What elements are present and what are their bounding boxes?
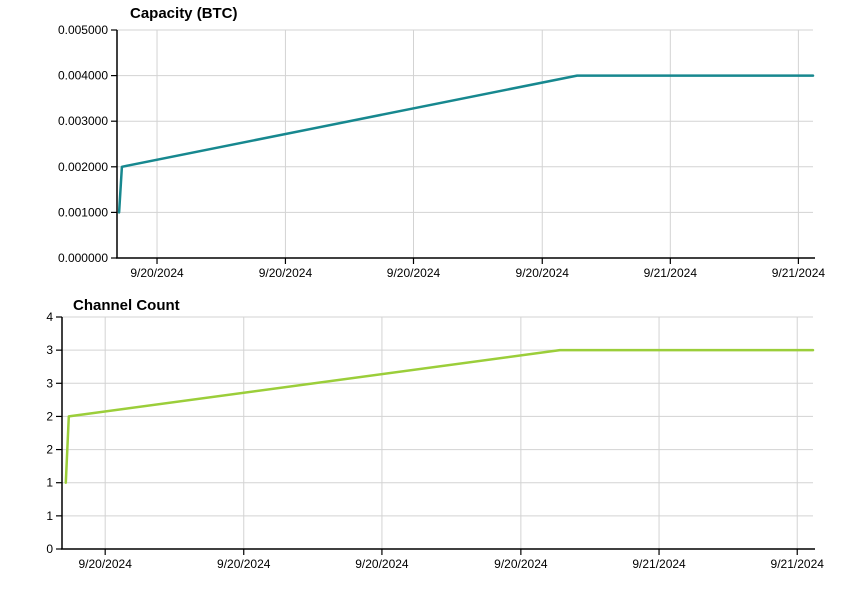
y-axis-label: 2 bbox=[46, 409, 53, 423]
capacity-chart: 0.005000 0.004000 0.003000 0.002000 0.001000… bbox=[58, 23, 825, 280]
y-axis-label: 0.005000 bbox=[58, 23, 108, 37]
x-axis-label: 9/20/2024 bbox=[494, 557, 548, 571]
x-axis-label: 9/20/2024 bbox=[387, 266, 441, 280]
x-axis-label: 9/20/2024 bbox=[355, 557, 409, 571]
y-axis-label: 0.002000 bbox=[58, 160, 108, 174]
y-axis-label: 3 bbox=[46, 343, 53, 357]
x-axis-label: 9/20/2024 bbox=[78, 557, 132, 571]
y-axis-label: 0.004000 bbox=[58, 69, 108, 83]
y-axis-label: 1 bbox=[46, 509, 53, 523]
channel-count-chart: 4 3 3 2 2 1 1 0 9/20/2024 9/20/2024 9/20/2024 9/20/… bbox=[46, 310, 824, 571]
y-axis-label: 2 bbox=[46, 443, 53, 457]
y-axis-label: 0.000000 bbox=[58, 251, 108, 265]
channel-count-line-series bbox=[64, 348, 815, 484]
capacity-btc-line-series bbox=[117, 74, 815, 214]
x-axis-label: 9/21/2024 bbox=[644, 266, 698, 280]
y-axis-label: 3 bbox=[46, 376, 53, 390]
capacity-chart-title: Capacity (BTC) bbox=[130, 5, 238, 22]
y-axis-label: 0.001000 bbox=[58, 205, 108, 219]
x-axis-label: 9/21/2024 bbox=[771, 557, 825, 571]
y-axis-label: 0 bbox=[46, 542, 53, 556]
x-axis-label: 9/20/2024 bbox=[217, 557, 271, 571]
y-axis-label: 4 bbox=[46, 310, 53, 324]
x-axis-label: 9/21/2024 bbox=[632, 557, 686, 571]
x-axis-label: 9/21/2024 bbox=[772, 266, 826, 280]
x-axis-label: 9/20/2024 bbox=[516, 266, 570, 280]
y-axis-label: 0.003000 bbox=[58, 114, 108, 128]
channel-count-chart-title: Channel Count bbox=[73, 297, 180, 314]
x-axis-label: 9/20/2024 bbox=[259, 266, 313, 280]
y-axis-label: 1 bbox=[46, 476, 53, 490]
x-axis-label: 9/20/2024 bbox=[130, 266, 184, 280]
